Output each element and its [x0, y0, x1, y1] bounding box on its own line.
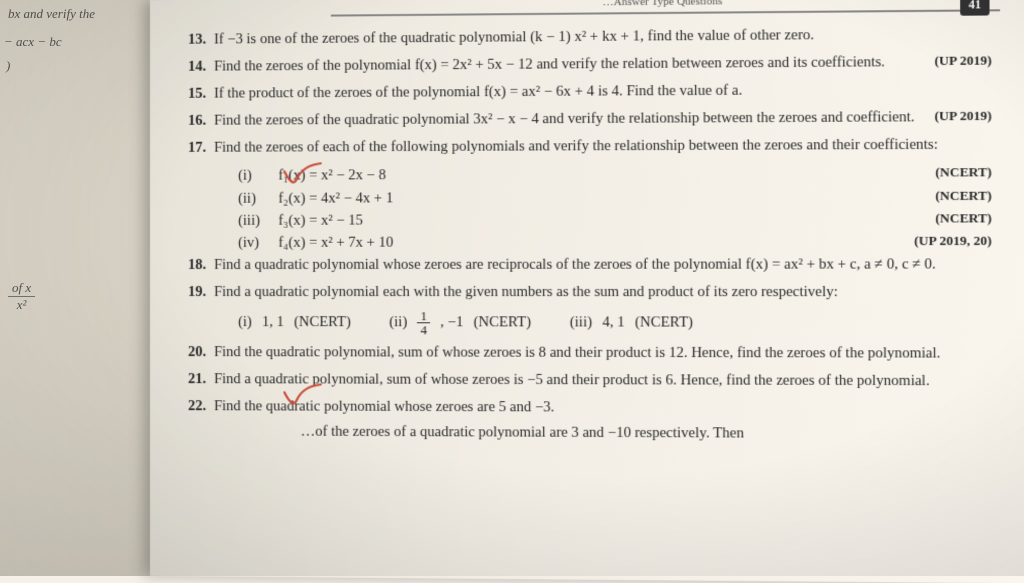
question-20: 20. Find the quadratic polynomial, sum o… — [180, 342, 1000, 365]
question-13: 13. If −3 is one of the zeroes of the qu… — [180, 24, 1000, 51]
q-text: (UP 2019) Find the zeroes of the quadrat… — [214, 107, 1000, 132]
q-text: If −3 is one of the zeroes of the quadra… — [214, 24, 1000, 51]
question-15: 15. If the product of the zeroes of the … — [180, 79, 1000, 105]
source-tag: (UP 2019) — [935, 107, 992, 127]
question-17: 17. Find the zeroes of each of the follo… — [180, 134, 1000, 159]
sub-17-ii: (ii) f₂(x) = 4x² − 4x + 1(NCERT) — [238, 185, 1000, 210]
q-text: Find a quadratic polynomial whose zeroes… — [214, 254, 1000, 276]
question-16: 16. (UP 2019) Find the zeroes of the qua… — [180, 107, 1000, 132]
margin-text-1: bx and verify the — [8, 6, 95, 22]
sub-19-iii: (iii) 4, 1 (NCERT) — [570, 309, 693, 337]
q-number: 13. — [180, 30, 214, 51]
question-14: 14. (UP 2019) Find the zeroes of the pol… — [180, 51, 1000, 78]
source-tag: (NCERT) — [935, 162, 991, 183]
sub-17-i: (i) f₁(x) = x² − 2x − 8(NCERT) — [238, 162, 1000, 187]
source-tag: (NCERT) — [635, 314, 693, 331]
question-19: 19. Find a quadratic polynomial each wit… — [180, 282, 1000, 304]
q-number: 21. — [180, 369, 214, 390]
sub-17-iv: (iv) f₄(x) = x² + 7x + 10(UP 2019, 20) — [238, 231, 1000, 255]
tick-mark-icon — [282, 161, 322, 185]
textbook-page: …Answer Type Questions 41 13. If −3 is o… — [150, 0, 1024, 583]
sub-17-iii: (iii) f₃(x) = x² − 15(NCERT) — [238, 208, 1000, 232]
q-number: 18. — [180, 255, 214, 276]
source-tag: (NCERT) — [935, 185, 991, 206]
source-tag: (NCERT) — [935, 208, 991, 229]
q-text: (UP 2019) Find the zeroes of the polynom… — [214, 51, 1000, 77]
question-18: 18. Find a quadratic polynomial whose ze… — [180, 254, 1000, 276]
tick-mark-icon — [282, 382, 322, 406]
source-tag: (UP 2019, 20) — [914, 231, 991, 252]
q-text: If the product of the zeroes of the poly… — [214, 79, 1000, 105]
q-text: Find a quadratic polynomial, sum of whos… — [214, 369, 1000, 392]
page-number-badge: 41 — [960, 0, 989, 16]
margin-fraction: of x x² — [8, 280, 35, 313]
sub-19-i: (i) 1, 1 (NCERT) — [238, 309, 351, 336]
q-text: Find a quadratic polynomial each with th… — [214, 282, 1000, 304]
q-number: 15. — [180, 84, 214, 105]
q-number: 17. — [180, 138, 214, 159]
q-text: Find the quadratic polynomial whose zero… — [214, 396, 1000, 420]
q-text: Find the quadratic polynomial, sum of wh… — [214, 342, 1000, 365]
source-tag: (NCERT) — [473, 314, 530, 331]
source-tag: (NCERT) — [294, 314, 351, 331]
q-number: 22. — [180, 396, 214, 417]
q-number: 14. — [180, 57, 214, 78]
q-text: Find the zeroes of each of the following… — [214, 134, 1000, 158]
cut-off-line: …of the zeroes of a quadratic polynomial… — [301, 424, 1000, 444]
question-list: 13. If −3 is one of the zeroes of the qu… — [180, 24, 1000, 444]
q-number: 19. — [180, 282, 214, 303]
margin-text-2: − acx − bc — [4, 34, 62, 50]
q-number: 20. — [180, 342, 214, 363]
section-header: …Answer Type Questions — [331, 0, 1000, 17]
left-page-margin: bx and verify the − acx − bc ) of x x² — [0, 0, 160, 576]
sub-19-row: (i) 1, 1 (NCERT) (ii) 14, −1 (NCERT) (ii… — [238, 309, 1000, 337]
margin-text-3: ) — [6, 58, 10, 74]
sub-19-ii: (ii) 14, −1 (NCERT) — [389, 309, 531, 336]
q-number: 16. — [180, 111, 214, 132]
source-tag: (UP 2019) — [935, 51, 992, 71]
